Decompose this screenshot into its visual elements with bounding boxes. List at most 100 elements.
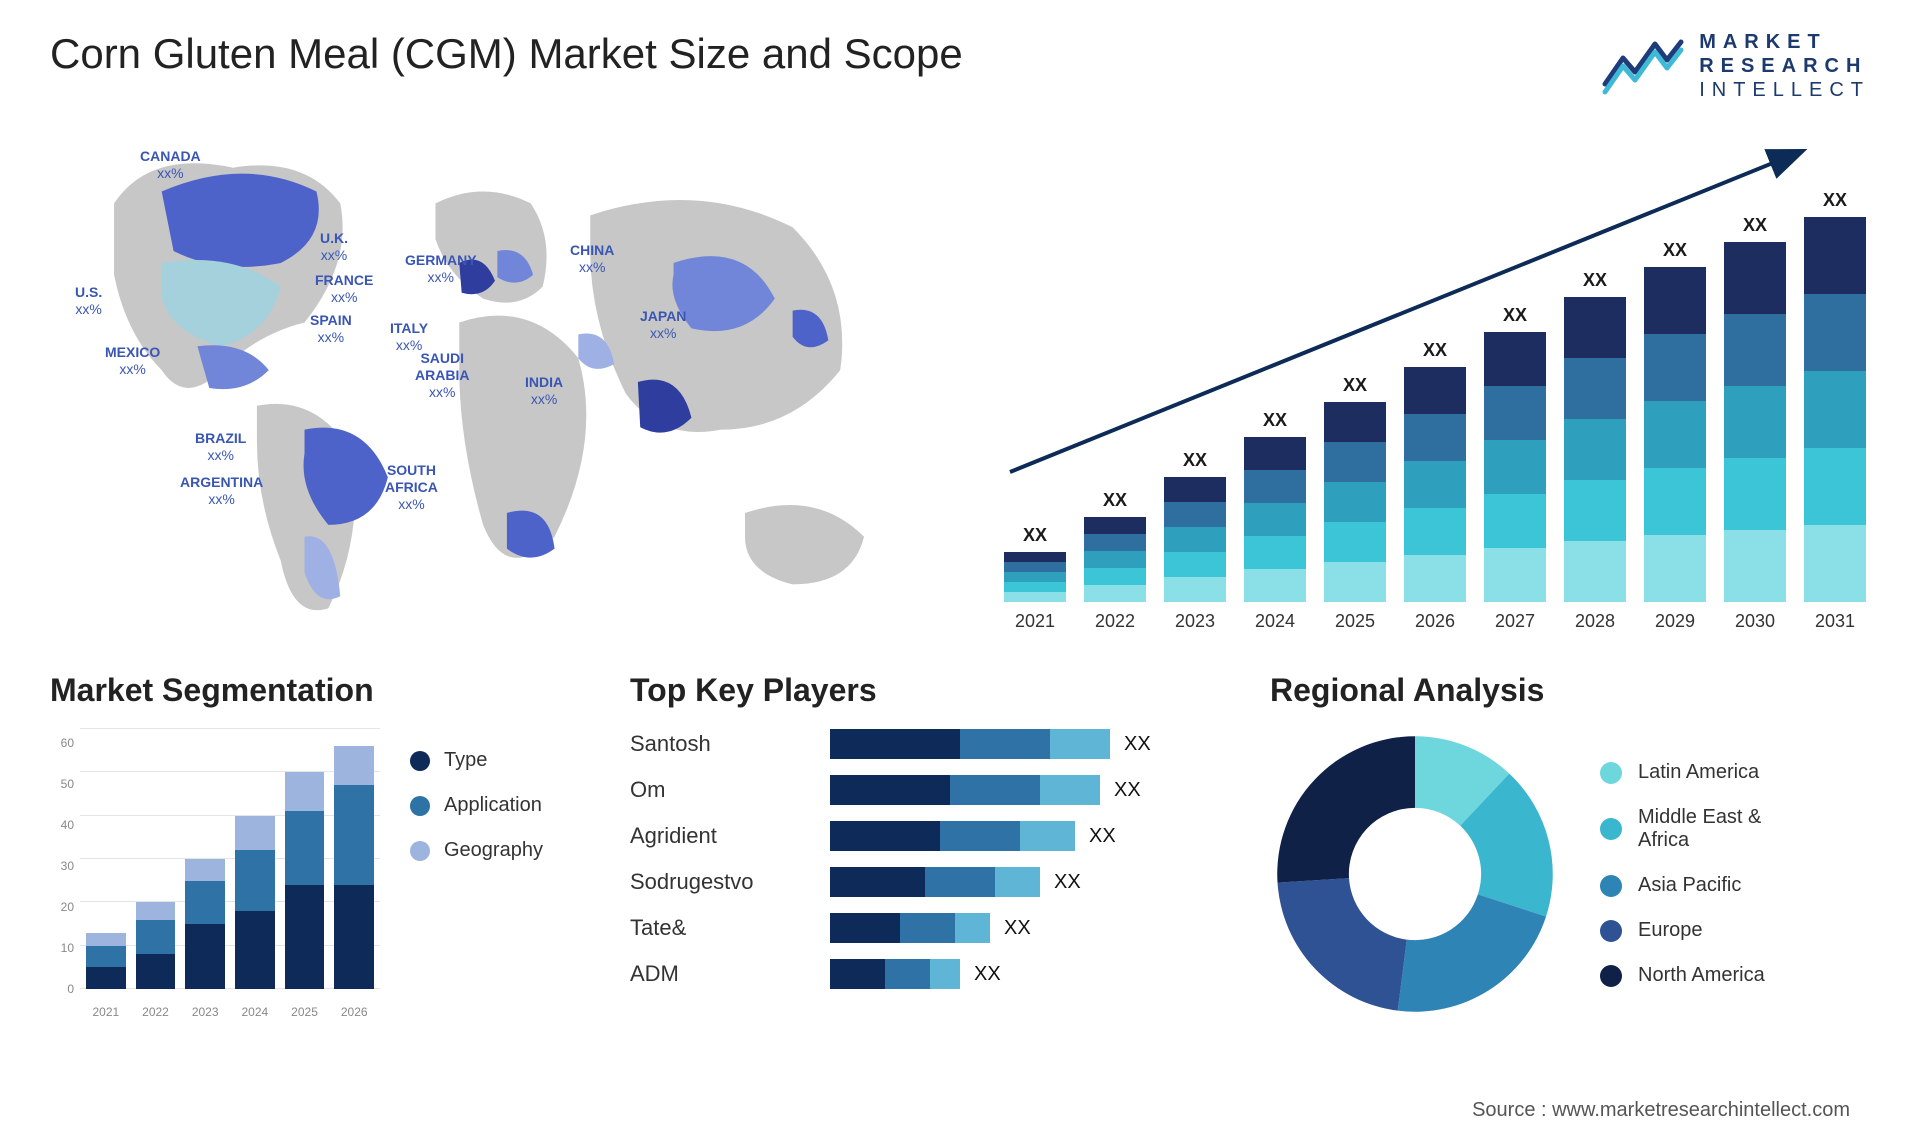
map-label: FRANCExx% (315, 272, 373, 306)
bar-top-label: XX (1743, 215, 1767, 236)
bar-top-label: XX (1423, 340, 1447, 361)
map-svg (50, 132, 940, 632)
bar-x-label: 2026 (1400, 611, 1470, 632)
top-key-players-section: Top Key Players Santosh Om Agridient Sodrug… (630, 672, 1210, 1019)
map-label: SPAINxx% (310, 312, 352, 346)
bar-column: XX (1080, 490, 1150, 602)
players-title: Top Key Players (630, 672, 1210, 709)
seg-legend-label: Geography (444, 839, 543, 862)
seg-bar-column (136, 902, 176, 989)
map-label: SOUTHAFRICAxx% (385, 462, 438, 512)
bar-x-label: 2027 (1480, 611, 1550, 632)
regional-analysis-section: Regional Analysis Latin America Middle Ea… (1270, 672, 1870, 1019)
donut-slice (1278, 878, 1407, 1011)
player-name: Agridient (630, 821, 810, 851)
donut-slice (1398, 894, 1546, 1011)
player-bar-row: XX (830, 867, 1210, 897)
bar-column: XX (1800, 190, 1870, 602)
seg-y-tick: 30 (50, 859, 74, 873)
donut-legend-item: Middle East &Africa (1600, 806, 1765, 852)
player-name: Sodrugestvo (630, 867, 810, 897)
donut-legend-item: Latin America (1600, 761, 1765, 784)
bar-x-label: 2030 (1720, 611, 1790, 632)
bar-top-label: XX (1103, 490, 1127, 511)
player-value: XX (1004, 917, 1031, 940)
bar-top-label: XX (1503, 305, 1527, 326)
world-map: CANADAxx%U.S.xx%MEXICOxx%BRAZILxx%ARGENT… (50, 132, 940, 632)
donut-legend-item: Europe (1600, 919, 1765, 942)
seg-y-tick: 40 (50, 818, 74, 832)
player-value: XX (1089, 825, 1116, 848)
bar-x-label: 2031 (1800, 611, 1870, 632)
seg-y-tick: 10 (50, 941, 74, 955)
logo-icon (1601, 34, 1685, 98)
page-title: Corn Gluten Meal (CGM) Market Size and S… (50, 30, 963, 78)
map-label: U.K.xx% (320, 230, 348, 264)
bar-top-label: XX (1823, 190, 1847, 211)
player-name: Om (630, 775, 810, 805)
map-label: GERMANYxx% (405, 252, 477, 286)
bar-column: XX (1400, 340, 1470, 602)
bar-x-label: 2029 (1640, 611, 1710, 632)
map-label: INDIAxx% (525, 374, 563, 408)
bar-column: XX (1640, 240, 1710, 602)
donut-legend-label: Asia Pacific (1638, 874, 1741, 897)
map-label: SAUDIARABIAxx% (415, 350, 469, 400)
bar-top-label: XX (1663, 240, 1687, 261)
bar-x-label: 2023 (1160, 611, 1230, 632)
seg-bar-column (285, 772, 325, 989)
seg-bar-column (185, 859, 225, 989)
seg-legend-item: Geography (410, 839, 543, 862)
bar-top-label: XX (1263, 410, 1287, 431)
segmentation-title: Market Segmentation (50, 672, 570, 709)
seg-y-tick: 60 (50, 736, 74, 750)
map-label: CHINAxx% (570, 242, 614, 276)
seg-x-label: 2025 (285, 1005, 325, 1019)
main-bar-chart: XXXXXXXXXXXXXXXXXXXXXX 20212022202320242… (980, 132, 1870, 632)
player-name: Tate& (630, 913, 810, 943)
bar-top-label: XX (1023, 525, 1047, 546)
player-bar-row: XX (830, 775, 1210, 805)
bar-top-label: XX (1343, 375, 1367, 396)
seg-legend-label: Type (444, 749, 487, 772)
donut-legend-item: Asia Pacific (1600, 874, 1765, 897)
bar-top-label: XX (1183, 450, 1207, 471)
player-bars: XX XX XX XX XX XX (830, 729, 1210, 989)
donut-legend-label: North America (1638, 964, 1765, 987)
market-segmentation-section: Market Segmentation 6050403020100 202120… (50, 672, 570, 1019)
seg-x-label: 2024 (235, 1005, 275, 1019)
map-label: ARGENTINAxx% (180, 474, 263, 508)
player-name: Santosh (630, 729, 810, 759)
bar-column: XX (1480, 305, 1550, 602)
seg-legend-label: Application (444, 794, 542, 817)
seg-legend-item: Application (410, 794, 543, 817)
bar-x-label: 2024 (1240, 611, 1310, 632)
brand-logo: MARKET RESEARCH INTELLECT (1601, 30, 1870, 102)
bar-column: XX (1000, 525, 1070, 602)
map-label: BRAZILxx% (195, 430, 246, 464)
donut-legend-label: Europe (1638, 919, 1703, 942)
bar-x-label: 2028 (1560, 611, 1630, 632)
logo-text-1: MARKET (1699, 30, 1870, 54)
bar-column: XX (1240, 410, 1310, 602)
seg-legend-item: Type (410, 749, 543, 772)
donut-legend-item: North America (1600, 964, 1765, 987)
bar-x-label: 2021 (1000, 611, 1070, 632)
bar-x-label: 2022 (1080, 611, 1150, 632)
player-bar-row: XX (830, 959, 1210, 989)
seg-bar-column (235, 816, 275, 989)
regional-title: Regional Analysis (1270, 672, 1870, 709)
seg-x-label: 2026 (334, 1005, 374, 1019)
bar-column: XX (1160, 450, 1230, 602)
donut-legend-label: Latin America (1638, 761, 1759, 784)
donut-legend: Latin America Middle East &Africa Asia Pac… (1600, 761, 1765, 987)
bar-column: XX (1320, 375, 1390, 602)
donut-legend-label: Middle East &Africa (1638, 806, 1761, 852)
player-bar-row: XX (830, 913, 1210, 943)
seg-x-label: 2023 (185, 1005, 225, 1019)
player-bar-row: XX (830, 729, 1210, 759)
seg-bar-column (334, 746, 374, 989)
donut-slice (1277, 736, 1415, 882)
segmentation-chart: 6050403020100 202120222023202420252026 (50, 729, 380, 1019)
player-value: XX (1124, 733, 1151, 756)
